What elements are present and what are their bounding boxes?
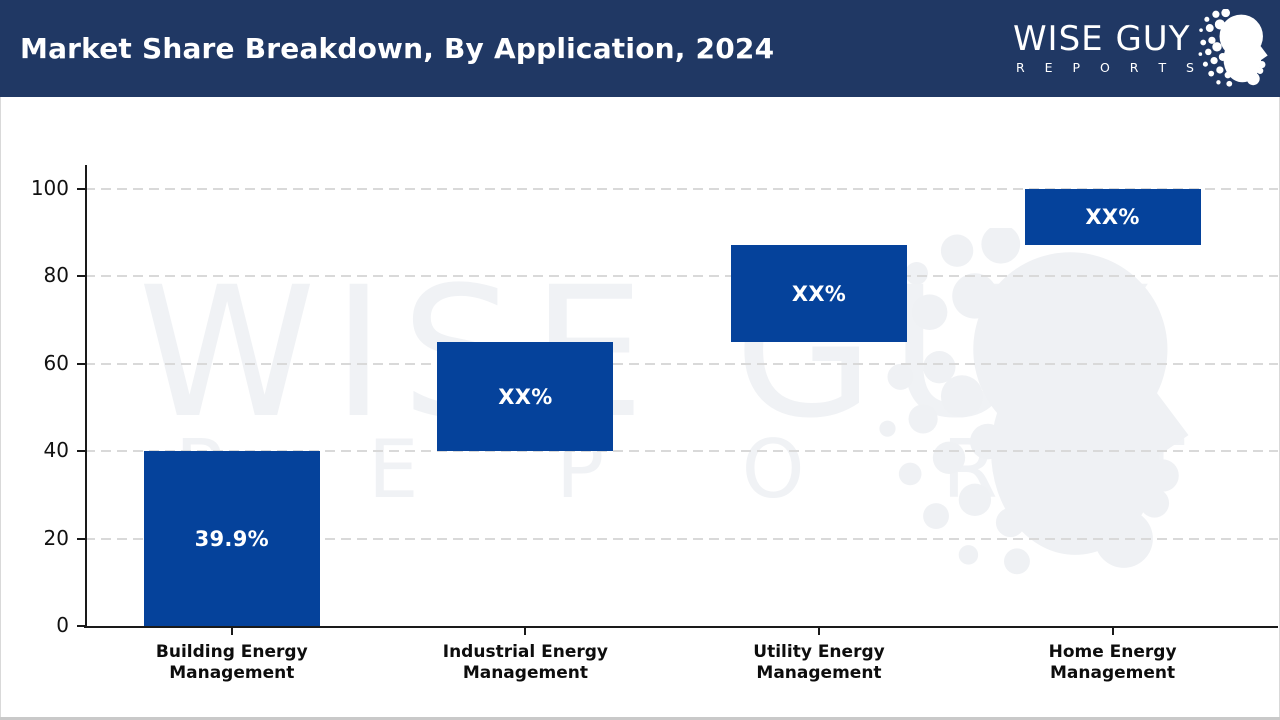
y-tick-mark [77,625,85,627]
y-gridline [85,450,1278,452]
y-tick-label: 100 [30,175,69,200]
frame-border-bottom [0,717,1280,720]
bar-segment: XX% [1024,188,1201,246]
x-tick-mark [1111,628,1114,635]
logo-wordmark: WISE GUY [1012,19,1191,59]
x-axis-spine [84,626,1278,628]
y-tick-mark [77,537,85,540]
x-tick-mark [524,628,527,635]
y-tick-label: 60 [43,350,69,375]
bar-value-label: XX% [791,281,847,306]
x-category-label: Industrial Energy Management [442,642,609,683]
x-category-label: Utility Energy Management [753,642,885,683]
frame-border-left [0,97,1,720]
y-axis-spine [85,165,87,628]
x-category-label: Building Energy Management [155,642,308,683]
y-gridline [85,275,1278,277]
y-gridline [85,187,1278,190]
y-tick-label: 40 [43,438,69,462]
bar-value-label: XX% [1085,204,1140,229]
y-gridline [85,537,1278,540]
header-bar: Market Share Breakdown, By Application, … [0,0,1280,97]
x-tick-mark [230,628,233,635]
bar-segment: XX% [731,245,907,342]
bar-segment: 39.9% [143,451,320,626]
wiseguy-logo: WISE GUY R E P O R T S [1013,8,1280,89]
y-tick-label: 0 [56,613,69,637]
logo-subtext: R E P O R T S [1015,60,1202,75]
y-tick-mark [77,362,85,365]
bar-value-label: XX% [498,384,553,409]
bar-segment: XX% [437,341,614,452]
y-tick-label: 80 [43,263,69,287]
y-tick-mark [77,187,85,190]
y-tick-mark [77,275,85,277]
bar-value-label: 39.9% [194,526,269,551]
logo-text: WISE GUY R E P O R T S [1013,22,1202,75]
x-category-label: Home Energy Management [1048,642,1177,683]
y-tick-label: 20 [43,525,69,550]
y-gridline [85,362,1278,365]
watermark-face-icon [879,228,1189,575]
y-tick-mark [77,450,85,452]
logo-face-icon [1198,8,1268,87]
x-tick-mark [818,628,820,635]
chart-title: Market Share Breakdown, By Application, … [20,32,775,65]
